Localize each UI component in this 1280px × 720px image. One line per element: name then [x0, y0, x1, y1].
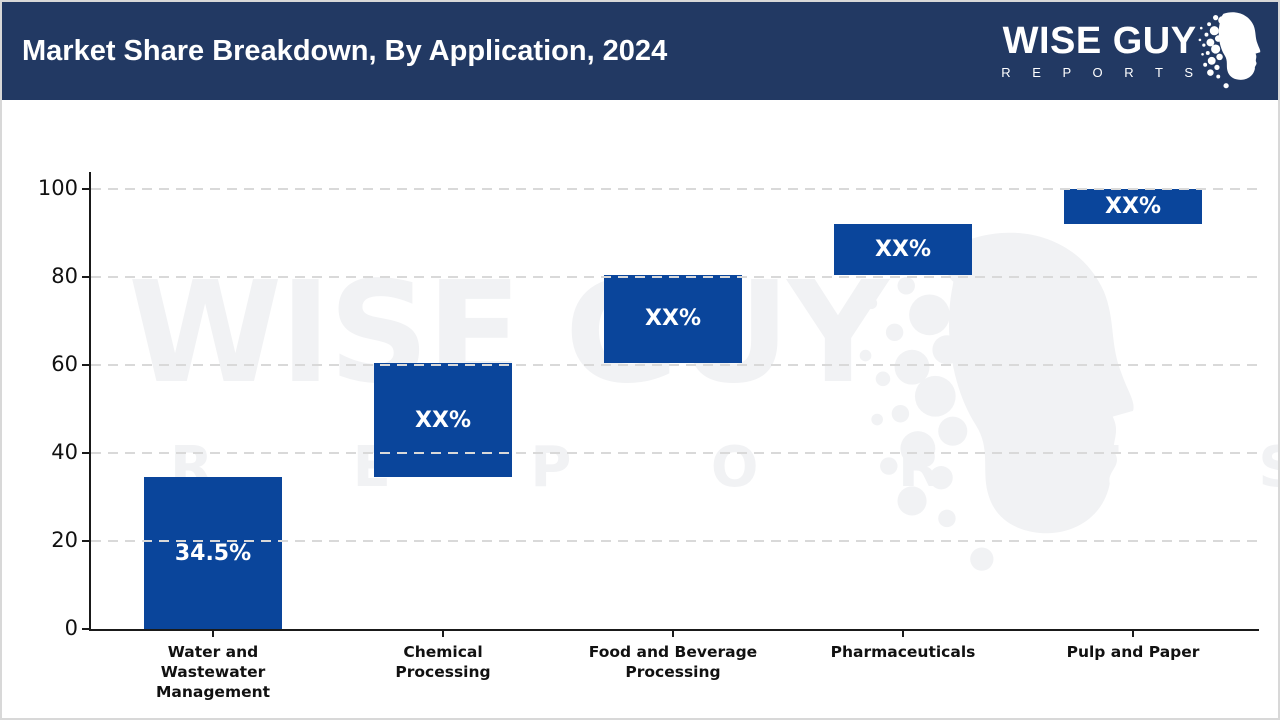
- category-label-4: Pulp and Paper: [1017, 642, 1249, 662]
- category-label-line: Processing: [395, 663, 491, 681]
- x-axis-tick-4: [1132, 631, 1134, 637]
- bar-segment-1: XX%: [374, 362, 512, 478]
- y-axis-tick-label-100: 100: [37, 176, 78, 200]
- plot-area: 34.5% XX% XX% XX% XX%: [91, 188, 1257, 629]
- bar-segment-4: XX%: [1064, 189, 1202, 225]
- y-axis-tick-label-60: 60: [51, 352, 78, 376]
- category-label-line: Water and: [167, 643, 259, 661]
- logo-reports-label: R E P O R T S: [1001, 65, 1202, 80]
- category-label-line: Processing: [625, 663, 721, 681]
- x-axis-tick-1: [442, 631, 444, 637]
- category-label-3: Pharmaceuticals: [787, 642, 1019, 662]
- category-label-line: Wastewater: [160, 663, 266, 681]
- y-axis-tick-40: [82, 452, 89, 454]
- bar-segment-3: XX%: [834, 224, 972, 275]
- y-axis-tick-label-80: 80: [51, 264, 78, 288]
- gridline-60: [91, 364, 1257, 366]
- bar-value-label-3: XX%: [875, 237, 931, 263]
- y-axis-tick-60: [82, 364, 89, 366]
- bar-segment-2: XX%: [604, 274, 742, 363]
- category-label-line: Pharmaceuticals: [830, 643, 976, 661]
- category-label-line: Food and Beverage: [588, 643, 758, 661]
- x-axis-spine: [89, 629, 1259, 631]
- category-label-0: Water and Wastewater Management: [97, 642, 329, 702]
- y-axis-tick-0: [82, 628, 89, 630]
- bar-value-label-2: XX%: [645, 306, 701, 332]
- y-axis-tick-label-20: 20: [51, 528, 78, 552]
- header-bar: Market Share Breakdown, By Application, …: [2, 2, 1278, 100]
- x-axis-tick-2: [672, 631, 674, 637]
- y-axis-tick-label-40: 40: [51, 440, 78, 464]
- logo-wordmark: WISE GUY R E P O R T S: [997, 22, 1202, 80]
- gridline-40: [91, 452, 1257, 454]
- x-axis-tick-3: [902, 631, 904, 637]
- gridline-100: [91, 188, 1257, 190]
- category-label-1: Chemical Processing: [327, 642, 559, 682]
- x-axis-tick-0: [212, 631, 214, 637]
- category-label-line: Pulp and Paper: [1066, 643, 1200, 661]
- bar-value-label-0: 34.5%: [174, 540, 252, 566]
- bar-value-label-4: XX%: [1105, 194, 1161, 220]
- category-label-line: Chemical: [403, 643, 483, 661]
- y-axis-spine: [89, 172, 91, 631]
- y-axis-tick-label-0: 0: [64, 616, 78, 640]
- logo-face-icon: [1196, 8, 1268, 94]
- gridline-80: [91, 276, 1257, 278]
- y-axis-tick-100: [82, 188, 89, 190]
- logo-wordmark-text: WISE GUY: [1002, 20, 1197, 62]
- category-label-2: Food and Beverage Processing: [557, 642, 789, 682]
- bar-value-label-1: XX%: [415, 407, 471, 433]
- y-axis-tick-80: [82, 276, 89, 278]
- category-label-line: Management: [155, 683, 271, 701]
- y-axis-tick-20: [82, 540, 89, 542]
- bar-segment-0: 34.5%: [144, 477, 282, 629]
- page-title: Market Share Breakdown, By Application, …: [22, 34, 668, 67]
- brand-logo: WISE GUY R E P O R T S: [997, 8, 1268, 94]
- gridline-20: [91, 540, 1257, 542]
